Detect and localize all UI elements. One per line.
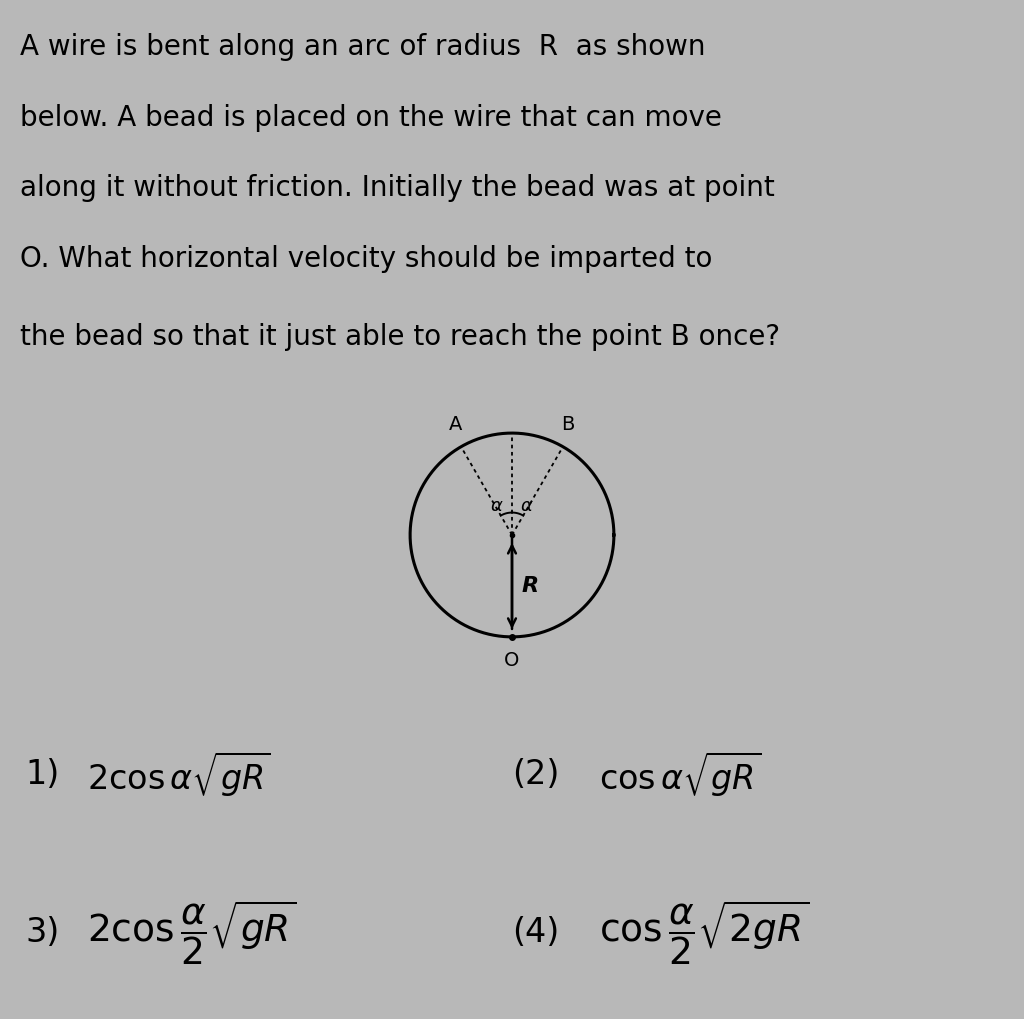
Text: (2): (2) <box>512 758 559 791</box>
Text: (4): (4) <box>512 916 559 949</box>
Text: $\alpha$: $\alpha$ <box>520 497 535 516</box>
Text: the bead so that it just able to reach the point B once?: the bead so that it just able to reach t… <box>20 323 780 352</box>
Text: R: R <box>521 576 539 596</box>
Text: 3): 3) <box>26 916 59 949</box>
Text: B: B <box>561 416 574 434</box>
Text: O: O <box>504 651 520 671</box>
Text: $2\cos\dfrac{\alpha}{2}\sqrt{gR}$: $2\cos\dfrac{\alpha}{2}\sqrt{gR}$ <box>87 898 297 967</box>
Text: $\cos\dfrac{\alpha}{2}\sqrt{2gR}$: $\cos\dfrac{\alpha}{2}\sqrt{2gR}$ <box>599 898 809 967</box>
Text: $\alpha$: $\alpha$ <box>489 497 504 516</box>
Text: $2\cos\alpha\sqrt{gR}$: $2\cos\alpha\sqrt{gR}$ <box>87 750 270 799</box>
Text: along it without friction. Initially the bead was at point: along it without friction. Initially the… <box>20 174 775 203</box>
Text: A wire is bent along an arc of radius  R  as shown: A wire is bent along an arc of radius R … <box>20 33 706 61</box>
Text: 1): 1) <box>26 758 59 791</box>
Text: below. A bead is placed on the wire that can move: below. A bead is placed on the wire that… <box>20 104 722 131</box>
Text: A: A <box>450 416 463 434</box>
Text: O. What horizontal velocity should be imparted to: O. What horizontal velocity should be im… <box>20 245 713 273</box>
Text: $\cos\alpha\sqrt{gR}$: $\cos\alpha\sqrt{gR}$ <box>599 750 762 799</box>
